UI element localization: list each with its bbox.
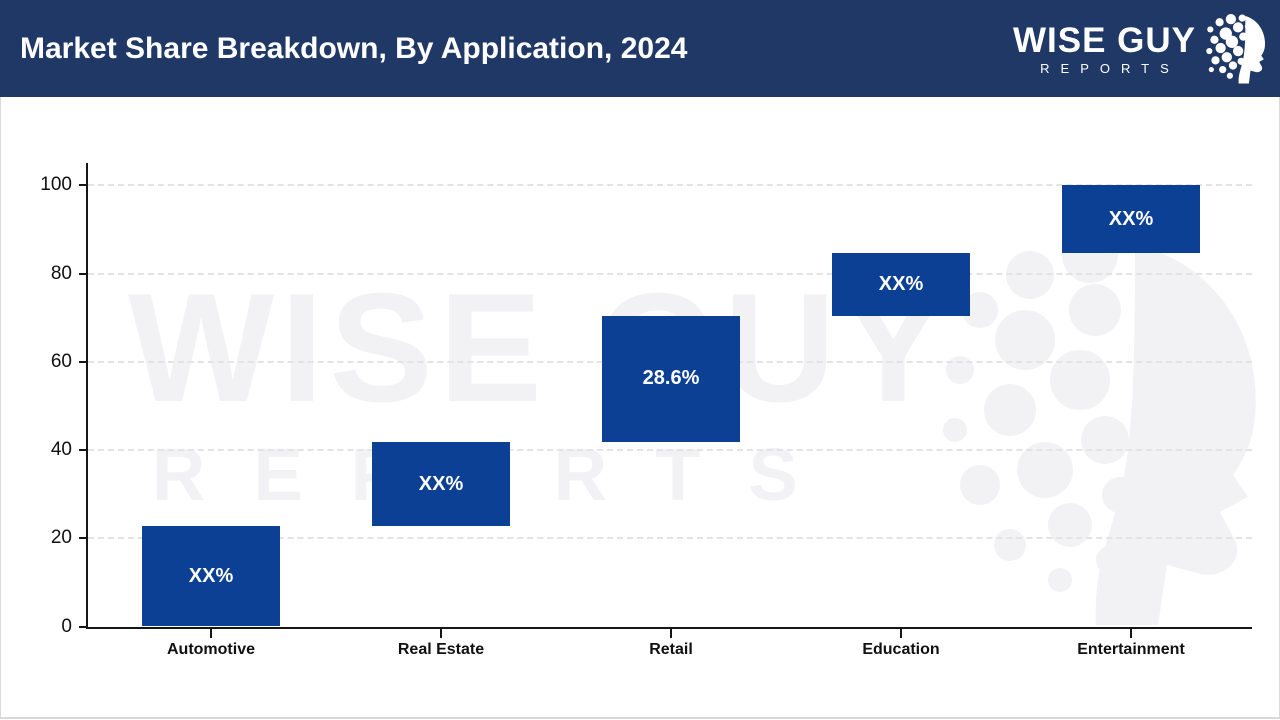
x-tick-label: Automotive xyxy=(167,640,255,658)
y-gridline xyxy=(88,537,1252,540)
logo-name-top: WISE GUY xyxy=(1012,20,1196,60)
bar-value-label: XX% xyxy=(878,272,924,295)
bar-value-label: XX% xyxy=(188,564,234,587)
bar-value-label: XX% xyxy=(1108,207,1154,230)
y-tick xyxy=(79,272,88,275)
y-axis xyxy=(86,163,88,629)
y-tick-label: 20 xyxy=(50,527,72,549)
y-gridline xyxy=(88,184,1252,187)
x-tick xyxy=(900,628,902,638)
bar-education: XX% xyxy=(832,252,970,316)
x-tick-label: Education xyxy=(862,640,940,658)
y-tick xyxy=(79,360,88,363)
y-tick xyxy=(79,449,88,451)
bar-value-label: XX% xyxy=(418,472,464,495)
x-axis xyxy=(86,626,1252,629)
x-tick xyxy=(1130,628,1132,638)
y-tick-label: 80 xyxy=(50,262,72,284)
wiseguy-logo: WISE GUY REPORTS xyxy=(1013,0,1266,97)
y-gridline xyxy=(88,449,1252,451)
page-title: Market Share Breakdown, By Application, … xyxy=(20,31,688,65)
x-tick-label: Entertainment xyxy=(1077,640,1185,658)
y-tick-label: 100 xyxy=(40,174,72,196)
y-tick-label: 0 xyxy=(61,615,72,637)
x-tick xyxy=(440,628,442,638)
x-tick-label: Real Estate xyxy=(397,640,485,658)
wiseguy-head-icon xyxy=(1206,13,1266,83)
bar-value-label: 28.6% xyxy=(642,367,700,390)
y-tick xyxy=(79,184,88,187)
watermark-line1: WISE GUY xyxy=(128,261,952,434)
watermark-head-dots xyxy=(943,227,1256,625)
bar-real-estate: XX% xyxy=(372,442,510,527)
bar-automotive: XX% xyxy=(142,526,280,627)
y-tick-label: 40 xyxy=(50,439,72,460)
bar-retail: 28.6% xyxy=(602,315,740,443)
y-tick-label: 60 xyxy=(50,350,72,372)
bar-entertainment: XX% xyxy=(1062,185,1200,253)
x-tick xyxy=(210,628,212,638)
y-gridline xyxy=(88,272,1252,275)
x-tick xyxy=(670,628,672,638)
wiseguy-logo-text: WISE GUY REPORTS xyxy=(1013,23,1196,75)
y-tick xyxy=(79,537,88,540)
header-bar: Market Share Breakdown, By Application, … xyxy=(0,0,1280,97)
logo-name-bottom: REPORTS xyxy=(1040,60,1180,76)
x-tick-label: Retail xyxy=(649,640,693,658)
y-tick xyxy=(79,625,88,628)
